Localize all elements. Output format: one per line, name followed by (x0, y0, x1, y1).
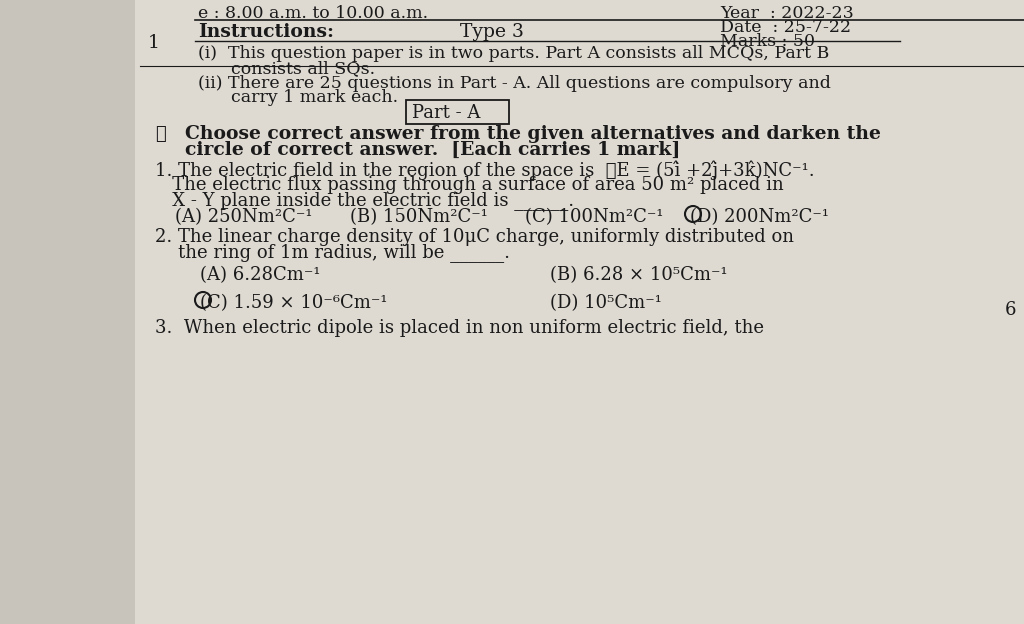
Text: Date  : 25-7-22: Date : 25-7-22 (720, 19, 851, 36)
Text: (ii) There are 25 questions in Part - A. All questions are compulsory and: (ii) There are 25 questions in Part - A.… (198, 75, 830, 92)
Text: the ring of 1m radius, will be ______.: the ring of 1m radius, will be ______. (155, 243, 510, 262)
Text: 1. The electric field in the region of the space is  ⃗E = (5î +2ĵ+3k̂)NC⁻¹.: 1. The electric field in the region of t… (155, 161, 815, 180)
Text: 6: 6 (1005, 301, 1017, 319)
Text: (A) 250Nm²C⁻¹: (A) 250Nm²C⁻¹ (175, 208, 312, 226)
FancyBboxPatch shape (135, 0, 1024, 624)
Text: 2. The linear charge density of 10μC charge, uniformly distributed on: 2. The linear charge density of 10μC cha… (155, 228, 794, 246)
Text: Type 3: Type 3 (460, 23, 524, 41)
Text: (i)  This question paper is in two parts. Part A consists all MCQs, Part B: (i) This question paper is in two parts.… (198, 45, 829, 62)
Text: consists all SQs.: consists all SQs. (198, 60, 375, 77)
Text: Part - A: Part - A (412, 104, 480, 122)
Text: circle of correct answer.  [Each carries 1 mark]: circle of correct answer. [Each carries … (185, 141, 680, 159)
Text: The electric flux passing through a surface of area 50 m² placed in: The electric flux passing through a surf… (155, 176, 783, 194)
Text: (D) 200Nm²C⁻¹: (D) 200Nm²C⁻¹ (690, 208, 829, 226)
Text: ❖: ❖ (155, 125, 166, 143)
Text: e : 8.00 a.m. to 10.00 a.m.: e : 8.00 a.m. to 10.00 a.m. (198, 5, 428, 22)
Text: Marks : 50: Marks : 50 (720, 33, 815, 50)
Text: (D) 10⁵Cm⁻¹: (D) 10⁵Cm⁻¹ (550, 294, 662, 312)
Bar (406, 100, 509, 124)
Text: (B) 150Nm²C⁻¹: (B) 150Nm²C⁻¹ (350, 208, 487, 226)
Text: carry 1 mark each.: carry 1 mark each. (198, 89, 398, 106)
Text: Year  : 2022-23: Year : 2022-23 (720, 5, 854, 22)
Text: (A) 6.28Cm⁻¹: (A) 6.28Cm⁻¹ (200, 266, 321, 284)
Text: X - Y plane inside the electric field is ______.: X - Y plane inside the electric field is… (155, 191, 574, 210)
Text: 1: 1 (148, 34, 160, 52)
Text: 3.  When electric dipole is placed in non uniform electric field, the: 3. When electric dipole is placed in non… (155, 319, 764, 337)
Text: (B) 6.28 × 10⁵Cm⁻¹: (B) 6.28 × 10⁵Cm⁻¹ (550, 266, 728, 284)
Text: (C) 100Nm²C⁻¹: (C) 100Nm²C⁻¹ (525, 208, 664, 226)
Text: (C) 1.59 × 10⁻⁶Cm⁻¹: (C) 1.59 × 10⁻⁶Cm⁻¹ (200, 294, 387, 312)
Text: Instructions:: Instructions: (198, 23, 334, 41)
Text: Choose correct answer from the given alternatives and darken the: Choose correct answer from the given alt… (185, 125, 881, 143)
